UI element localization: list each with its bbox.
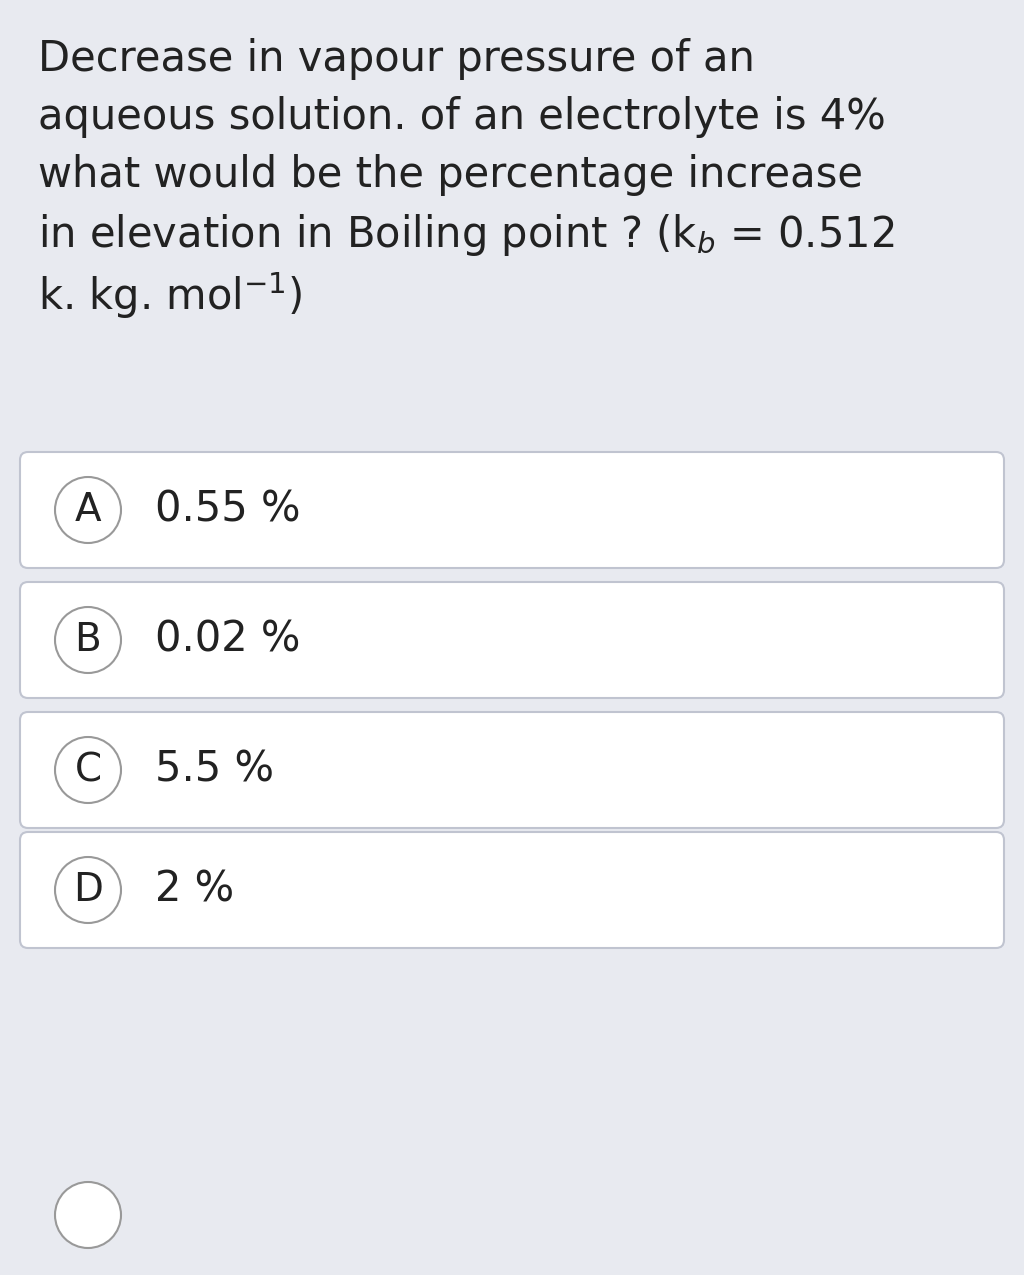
FancyBboxPatch shape — [20, 711, 1004, 827]
Text: D: D — [73, 871, 103, 909]
Text: 2 %: 2 % — [155, 870, 234, 912]
Text: Decrease in vapour pressure of an: Decrease in vapour pressure of an — [38, 38, 755, 80]
FancyBboxPatch shape — [20, 581, 1004, 697]
Text: C: C — [75, 751, 101, 789]
Circle shape — [55, 477, 121, 543]
Text: aqueous solution. of an electrolyte is 4%: aqueous solution. of an electrolyte is 4… — [38, 96, 886, 138]
Text: 0.02 %: 0.02 % — [155, 618, 300, 660]
Text: 0.55 %: 0.55 % — [155, 490, 300, 530]
Text: k. kg. mol$^{-1}$): k. kg. mol$^{-1}$) — [38, 270, 302, 321]
Circle shape — [55, 1182, 121, 1248]
Circle shape — [55, 857, 121, 923]
Circle shape — [55, 607, 121, 673]
Text: what would be the percentage increase: what would be the percentage increase — [38, 154, 863, 196]
Text: B: B — [75, 621, 101, 659]
FancyBboxPatch shape — [20, 453, 1004, 567]
Circle shape — [55, 737, 121, 803]
Text: A: A — [75, 491, 101, 529]
FancyBboxPatch shape — [20, 833, 1004, 949]
Text: in elevation in Boiling point ? (k$_b$ = 0.512: in elevation in Boiling point ? (k$_b$ =… — [38, 212, 894, 258]
Text: 5.5 %: 5.5 % — [155, 748, 274, 790]
